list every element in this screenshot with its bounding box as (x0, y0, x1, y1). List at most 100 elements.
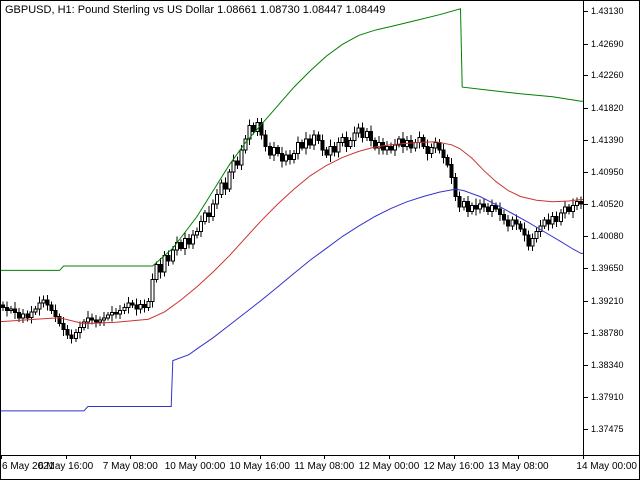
chart-plot-area[interactable]: GBPUSD, H1: Pound Sterling vs US Dollar … (1, 1, 583, 455)
candle-body (534, 230, 539, 240)
candle-body (385, 145, 389, 151)
candle-body (49, 304, 54, 311)
candle-body (320, 139, 325, 151)
candle-body (69, 334, 74, 339)
candle-body (469, 204, 474, 212)
candle-body (324, 149, 329, 156)
price-chart-canvas[interactable] (1, 1, 583, 455)
candle-body (348, 139, 353, 147)
candle-body (453, 176, 458, 198)
candle-body (263, 134, 268, 147)
candle-body (433, 142, 438, 149)
candle-body (490, 204, 495, 212)
candle-body (37, 302, 42, 310)
price-axis-label: 1.38340 (591, 360, 624, 371)
price-axis-tick (584, 300, 588, 302)
candle-body (449, 164, 454, 178)
time-axis-tick (453, 456, 455, 459)
price-axis-tick (584, 107, 588, 109)
time-axis-label: 13 May 08:00 (487, 461, 549, 472)
candle-body (300, 142, 305, 149)
candle-body (247, 125, 252, 140)
candle-body (554, 216, 559, 223)
price-axis-label: 1.43130 (591, 6, 624, 16)
candle-body (134, 304, 139, 310)
middle-band-line (1, 141, 583, 325)
candle-body (106, 314, 111, 319)
candle-body (546, 219, 551, 225)
candle-body (393, 144, 398, 151)
time-axis-tick (130, 456, 132, 459)
price-axis[interactable]: 1.43130 1.42690 1.42260 1.41820 1.41390 1.409… (583, 1, 639, 455)
candle-body (397, 138, 402, 146)
candle-body (530, 238, 535, 247)
time-axis[interactable]: 6 May 2021 6 May 16:00 7 May 08:00 10 May 0… (1, 455, 639, 479)
candle-body (61, 323, 66, 331)
candle-body (150, 278, 155, 302)
time-axis-label: 11 May 08:00 (294, 461, 355, 472)
candle-body (356, 127, 361, 134)
candle-body (215, 193, 220, 205)
candle-body (166, 255, 171, 262)
candle-body (292, 153, 296, 161)
time-axis-tick (518, 456, 520, 459)
lower-band-line (1, 188, 583, 412)
candle-body (364, 131, 369, 138)
candle-body (510, 219, 515, 227)
candle-body (271, 147, 276, 156)
price-axis-tick (584, 429, 588, 430)
candle-body (1, 304, 5, 308)
price-axis-label: 1.42690 (591, 38, 624, 49)
time-axis-label: 10 May 00:00 (164, 461, 226, 472)
candle-body (17, 312, 22, 319)
candle-body (29, 311, 34, 319)
candle-body (296, 142, 301, 155)
candle-body (389, 145, 393, 151)
candle-body (328, 145, 333, 156)
candle-body (9, 308, 14, 311)
time-axis-tick (583, 456, 584, 459)
price-axis-tick (584, 11, 588, 12)
candle-body (239, 149, 244, 166)
price-axis-label: 1.40520 (591, 198, 624, 209)
candle-body (579, 201, 583, 205)
candle-body (506, 219, 511, 227)
price-axis-label: 1.37910 (591, 391, 624, 402)
candle-body (566, 206, 571, 212)
candle-body (267, 145, 272, 156)
candle-body (45, 299, 50, 306)
candle-body (558, 212, 563, 223)
candle-body (429, 147, 434, 155)
candle-body (526, 234, 531, 247)
candle-body (110, 312, 115, 316)
price-axis-label: 1.40950 (591, 167, 624, 178)
candle-body (130, 302, 135, 306)
candle-body (336, 142, 341, 153)
candle-body (344, 136, 349, 147)
candle-body (203, 212, 208, 223)
price-axis-label: 1.41390 (591, 134, 624, 145)
candle-body (279, 153, 284, 162)
time-axis-label: 10 May 16:00 (229, 461, 290, 472)
candle-body (486, 206, 490, 212)
candle-body (57, 315, 62, 325)
candle-body (376, 142, 381, 149)
candle-body (98, 319, 102, 323)
candle-body (65, 329, 70, 336)
candle-body (231, 160, 236, 173)
candle-body (85, 317, 90, 323)
price-axis-tick (584, 203, 588, 205)
candle-body (275, 147, 280, 155)
candle-body (461, 201, 466, 208)
candle-body (211, 203, 216, 217)
candle-body (401, 138, 406, 147)
candle-body (413, 142, 418, 149)
candle-body (146, 301, 151, 308)
candle-body (409, 139, 414, 149)
candle-body (118, 309, 123, 315)
time-axis-label: 6 May 2021 (2, 461, 55, 472)
price-axis-tick (584, 139, 588, 141)
time-axis-label: 12 May 00:00 (358, 461, 420, 472)
candle-body (207, 212, 212, 218)
candle-body (514, 219, 519, 225)
